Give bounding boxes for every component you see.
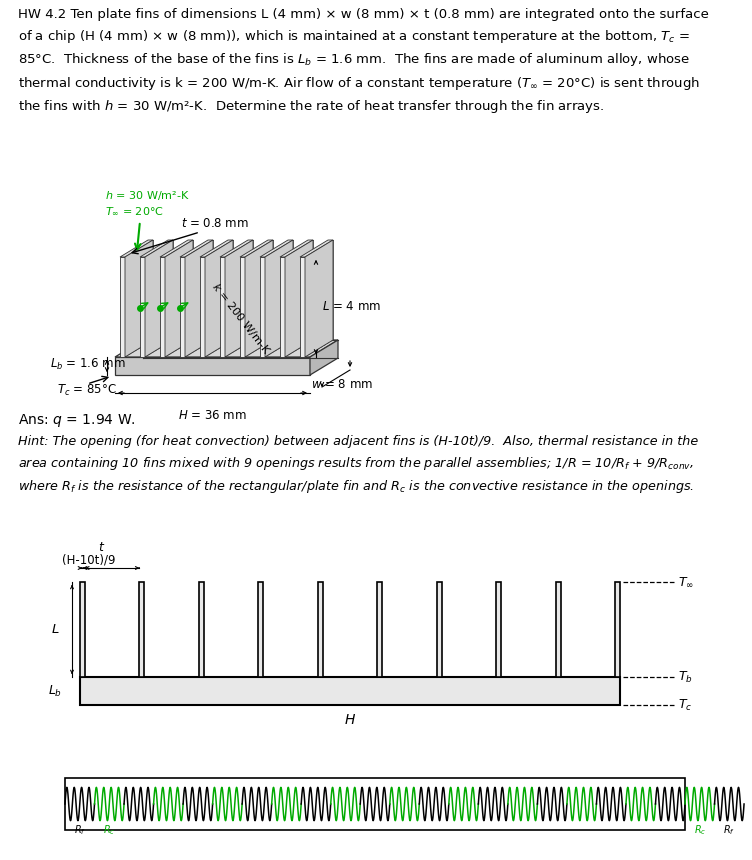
Polygon shape: [205, 240, 233, 357]
Polygon shape: [245, 240, 273, 357]
Text: $R_f$: $R_f$: [74, 824, 86, 838]
Polygon shape: [80, 677, 620, 705]
Polygon shape: [556, 582, 560, 677]
Polygon shape: [160, 257, 165, 357]
Polygon shape: [240, 257, 245, 357]
Polygon shape: [259, 582, 263, 677]
Text: $L_b$ = 1.6 mm: $L_b$ = 1.6 mm: [50, 356, 126, 372]
Text: $T_\infty$: $T_\infty$: [678, 575, 694, 588]
Polygon shape: [80, 582, 85, 677]
Text: $R_c$: $R_c$: [103, 824, 116, 838]
Polygon shape: [115, 340, 338, 357]
Polygon shape: [165, 240, 193, 357]
Polygon shape: [140, 257, 145, 357]
Polygon shape: [125, 240, 153, 357]
Polygon shape: [615, 582, 620, 677]
Polygon shape: [260, 240, 293, 257]
Text: $h$ = 30 W/m²-K
$T_\infty$ = 20°C: $h$ = 30 W/m²-K $T_\infty$ = 20°C: [105, 188, 190, 217]
Polygon shape: [318, 582, 323, 677]
Polygon shape: [139, 582, 144, 677]
Text: $L_b$: $L_b$: [48, 684, 62, 698]
Text: $R_f$: $R_f$: [723, 824, 735, 838]
Polygon shape: [305, 240, 333, 357]
Text: $T_b$: $T_b$: [678, 669, 693, 685]
Polygon shape: [240, 240, 273, 257]
Polygon shape: [200, 257, 205, 357]
Polygon shape: [496, 582, 501, 677]
Text: $H$: $H$: [344, 713, 356, 727]
Text: $t$: $t$: [98, 541, 105, 554]
Polygon shape: [280, 240, 313, 257]
Polygon shape: [265, 240, 293, 357]
Polygon shape: [378, 582, 382, 677]
Polygon shape: [180, 240, 213, 257]
Polygon shape: [300, 240, 333, 257]
Polygon shape: [200, 240, 233, 257]
Polygon shape: [120, 240, 153, 257]
Text: $T_c$: $T_c$: [678, 697, 693, 713]
Polygon shape: [65, 778, 685, 830]
Text: $w$ = 8 mm: $w$ = 8 mm: [311, 378, 373, 391]
Polygon shape: [310, 340, 338, 375]
Text: (H-10t)/9: (H-10t)/9: [62, 554, 116, 567]
Polygon shape: [120, 257, 125, 357]
Polygon shape: [185, 240, 213, 357]
Text: $L$: $L$: [50, 623, 59, 636]
Text: Ans: $q$ = 1.94 W.: Ans: $q$ = 1.94 W.: [18, 412, 136, 429]
Polygon shape: [300, 257, 305, 357]
Text: $H$ = 36 mm: $H$ = 36 mm: [178, 409, 247, 422]
Polygon shape: [285, 240, 313, 357]
Polygon shape: [225, 240, 253, 357]
Text: $k$ = 200 W/m-K: $k$ = 200 W/m-K: [208, 280, 273, 358]
Text: $T_c$ = 85°C: $T_c$ = 85°C: [57, 383, 117, 398]
Polygon shape: [140, 240, 173, 257]
Polygon shape: [199, 582, 204, 677]
Text: HW 4.2 Ten plate fins of dimensions L (4 mm) × w (8 mm) × t (0.8 mm) are integra: HW 4.2 Ten plate fins of dimensions L (4…: [18, 8, 709, 115]
Polygon shape: [115, 357, 310, 375]
Text: $t$ = 0.8 mm: $t$ = 0.8 mm: [181, 217, 249, 230]
Polygon shape: [437, 582, 441, 677]
Polygon shape: [220, 257, 225, 357]
Polygon shape: [145, 240, 173, 357]
Polygon shape: [180, 257, 185, 357]
Polygon shape: [220, 240, 253, 257]
Text: $R_c$: $R_c$: [693, 824, 706, 838]
Polygon shape: [260, 257, 265, 357]
Polygon shape: [280, 257, 285, 357]
Polygon shape: [160, 240, 193, 257]
Text: Hint: The opening (for heat convection) between adjacent fins is (H-10t)/9.  Als: Hint: The opening (for heat convection) …: [18, 435, 699, 495]
Text: $L$ = 4 mm: $L$ = 4 mm: [322, 300, 381, 314]
